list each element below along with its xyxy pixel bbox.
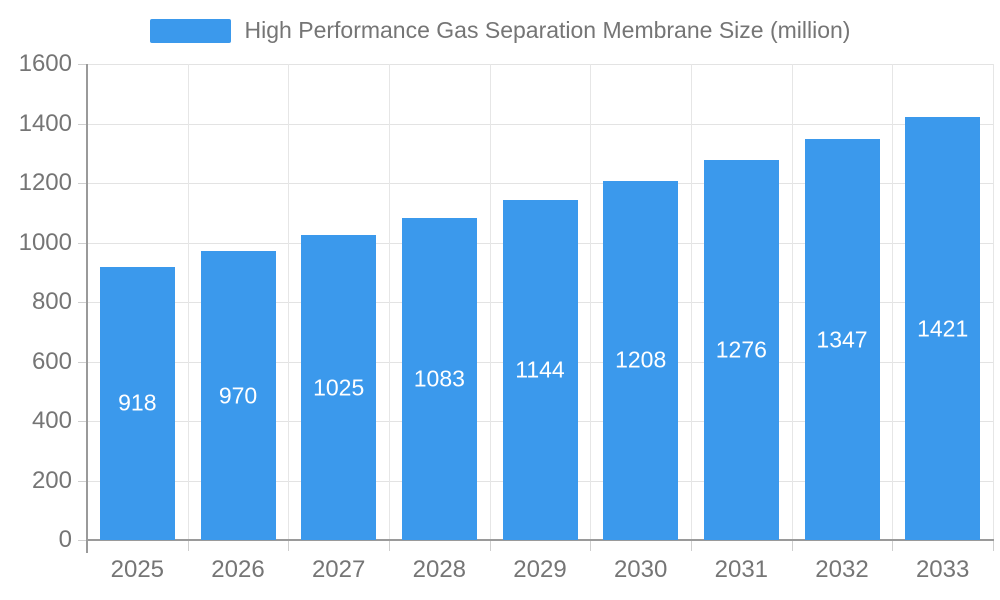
legend[interactable]: High Performance Gas Separation Membrane… — [0, 17, 1000, 44]
y-tick-label: 400 — [31, 407, 72, 434]
bar-2029[interactable] — [502, 199, 578, 540]
x-axis-tick — [892, 541, 894, 551]
y-axis-tick — [78, 64, 86, 65]
y-tick-label: 0 — [58, 526, 72, 553]
bar-value-label: 1208 — [615, 346, 667, 373]
x-axis-tick — [288, 541, 290, 551]
bar-2030[interactable] — [603, 180, 679, 540]
plot-area: 918 970 1025 1083 1144 1208 1276 1347 1421 — [78, 64, 994, 553]
bar-2028[interactable] — [401, 217, 477, 540]
x-axis-line — [86, 539, 994, 541]
y-axis-tick — [78, 540, 86, 541]
bar-value-label: 1421 — [917, 315, 969, 342]
y-tick-label: 800 — [31, 288, 72, 315]
v-gridline — [187, 64, 189, 540]
h-gridline — [87, 123, 993, 125]
x-axis-tick — [489, 541, 491, 551]
x-axis-tick — [993, 541, 994, 551]
v-gridline — [590, 64, 592, 540]
y-tick-label: 200 — [31, 466, 72, 494]
v-gridline — [791, 64, 793, 540]
y-tick-label: 600 — [31, 347, 72, 375]
y-tick-label: 1600 — [18, 50, 72, 77]
v-gridline — [993, 64, 994, 540]
y-axis-tick — [78, 242, 86, 244]
x-tick-label: 2026 — [211, 556, 265, 583]
bar-2031[interactable] — [703, 160, 779, 540]
y-axis-tick — [78, 421, 86, 422]
x-tick-label: 2028 — [412, 556, 467, 583]
x-tick-label: 2029 — [513, 556, 567, 583]
v-gridline — [389, 64, 390, 540]
y-tick-label: 1000 — [18, 228, 72, 256]
x-axis-tick — [791, 541, 793, 551]
x-tick-label: 2030 — [613, 556, 668, 583]
x-tick-label: 2027 — [311, 556, 366, 583]
bar-value-label: 1347 — [816, 326, 868, 353]
bar-2026[interactable] — [200, 251, 276, 540]
bar-2032[interactable] — [804, 139, 880, 540]
bar-2025[interactable] — [99, 266, 175, 540]
x-axis-tick — [691, 541, 692, 551]
y-tick-label: 1200 — [18, 169, 72, 196]
y-tick-label: 1400 — [18, 109, 72, 137]
v-gridline — [489, 64, 491, 540]
h-gridline — [87, 183, 993, 184]
bar-2027[interactable] — [301, 235, 377, 540]
y-axis-tick — [78, 123, 86, 125]
x-tick-label: 2032 — [815, 556, 869, 583]
legend-swatch-icon — [149, 18, 231, 43]
x-tick-label: 2031 — [714, 556, 769, 583]
x-axis-tick — [389, 541, 390, 551]
y-axis-tick — [78, 361, 86, 363]
bar-value-label: 970 — [218, 382, 258, 409]
x-axis-tick — [187, 541, 189, 551]
h-gridline — [87, 64, 993, 65]
legend-label: High Performance Gas Separation Membrane… — [244, 17, 851, 43]
bar-value-label: 1144 — [515, 356, 565, 383]
bar-2033[interactable] — [905, 117, 981, 540]
bar-value-label: 1083 — [413, 365, 465, 392]
y-axis-line — [86, 64, 88, 553]
bar-value-label: 1276 — [715, 336, 767, 363]
x-tick-label: 2025 — [110, 556, 165, 583]
x-axis-tick — [590, 541, 592, 551]
y-axis-tick — [78, 480, 86, 482]
bar-value-label: 1025 — [313, 374, 365, 401]
bar-value-label: 918 — [118, 389, 157, 416]
v-gridline — [892, 64, 894, 540]
v-gridline — [288, 64, 290, 540]
v-gridline — [691, 64, 692, 540]
y-axis-tick — [78, 302, 86, 303]
y-axis-tick — [78, 183, 86, 184]
x-tick-label: 2033 — [915, 556, 970, 583]
